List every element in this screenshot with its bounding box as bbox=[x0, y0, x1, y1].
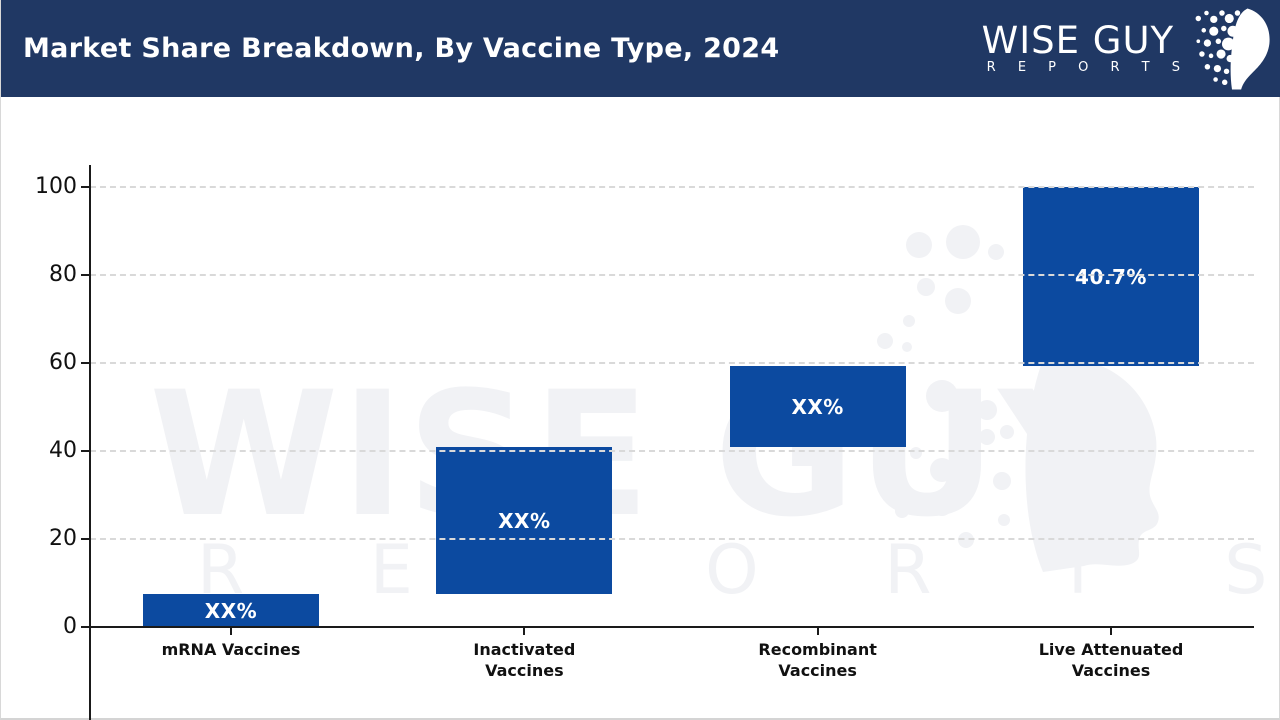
bar-live-attenuated-vaccines: 40.7% bbox=[1022, 187, 1199, 367]
x-category-label-2: Recombinant Vaccines bbox=[758, 640, 877, 680]
wiseguy-logo-line2: R E P O R T S bbox=[986, 60, 1189, 76]
bar-value-label: XX% bbox=[791, 394, 844, 419]
y-tick-80 bbox=[81, 274, 90, 276]
x-category-label-1: Inactivated Vaccines bbox=[473, 640, 576, 680]
page-title: Market Share Breakdown, By Vaccine Type,… bbox=[23, 33, 780, 64]
y-tick-100 bbox=[81, 186, 90, 188]
x-tick-3 bbox=[1109, 628, 1112, 635]
wiseguy-logo-text: WISE GUY R E P O R T S bbox=[981, 18, 1189, 76]
y-tick-label-20: 20 bbox=[49, 526, 77, 551]
wiseguy-logo: WISE GUY R E P O R T S bbox=[982, 3, 1280, 95]
bar-mrna-vaccines: XX% bbox=[143, 594, 319, 627]
x-tick-2 bbox=[816, 628, 819, 635]
watermark-wiseguy-text: WISE GUY bbox=[149, 354, 1126, 555]
bar-value-label: XX% bbox=[204, 598, 258, 623]
y-tick-label-100: 100 bbox=[35, 174, 77, 199]
header-bar: Market Share Breakdown, By Vaccine Type,… bbox=[1, 0, 1280, 97]
x-category-label-3: Live Attenuated Vaccines bbox=[1038, 640, 1184, 680]
bar-recombinant-vaccines: XX% bbox=[729, 366, 906, 448]
bar-value-label: XX% bbox=[498, 508, 551, 533]
x-category-label-0: mRNA Vaccines bbox=[161, 640, 301, 659]
watermark-head-icon bbox=[877, 225, 1159, 572]
bar-inactivated-vaccines: XX% bbox=[436, 447, 613, 594]
bar-value-label: 40.7% bbox=[1075, 264, 1147, 289]
y-tick-40 bbox=[81, 450, 90, 452]
y-tick-20 bbox=[81, 538, 90, 540]
y-tick-0 bbox=[81, 626, 90, 628]
wiseguy-logo-line1: WISE GUY bbox=[981, 18, 1175, 62]
x-axis-line bbox=[89, 626, 1254, 628]
y-tick-label-80: 80 bbox=[49, 262, 77, 287]
y-tick-60 bbox=[81, 362, 90, 364]
x-tick-1 bbox=[523, 628, 526, 635]
y-axis-line bbox=[89, 165, 91, 720]
chart-plot-area: WISE GUY R E P O R T S 0 20 40 60 80 100 XX% mR… bbox=[1, 97, 1280, 720]
x-tick-0 bbox=[230, 628, 232, 635]
wiseguy-logo-head-icon bbox=[1195, 7, 1270, 90]
y-tick-label-0: 0 bbox=[63, 614, 77, 639]
y-tick-label-40: 40 bbox=[49, 438, 77, 463]
y-tick-label-60: 60 bbox=[49, 350, 77, 375]
